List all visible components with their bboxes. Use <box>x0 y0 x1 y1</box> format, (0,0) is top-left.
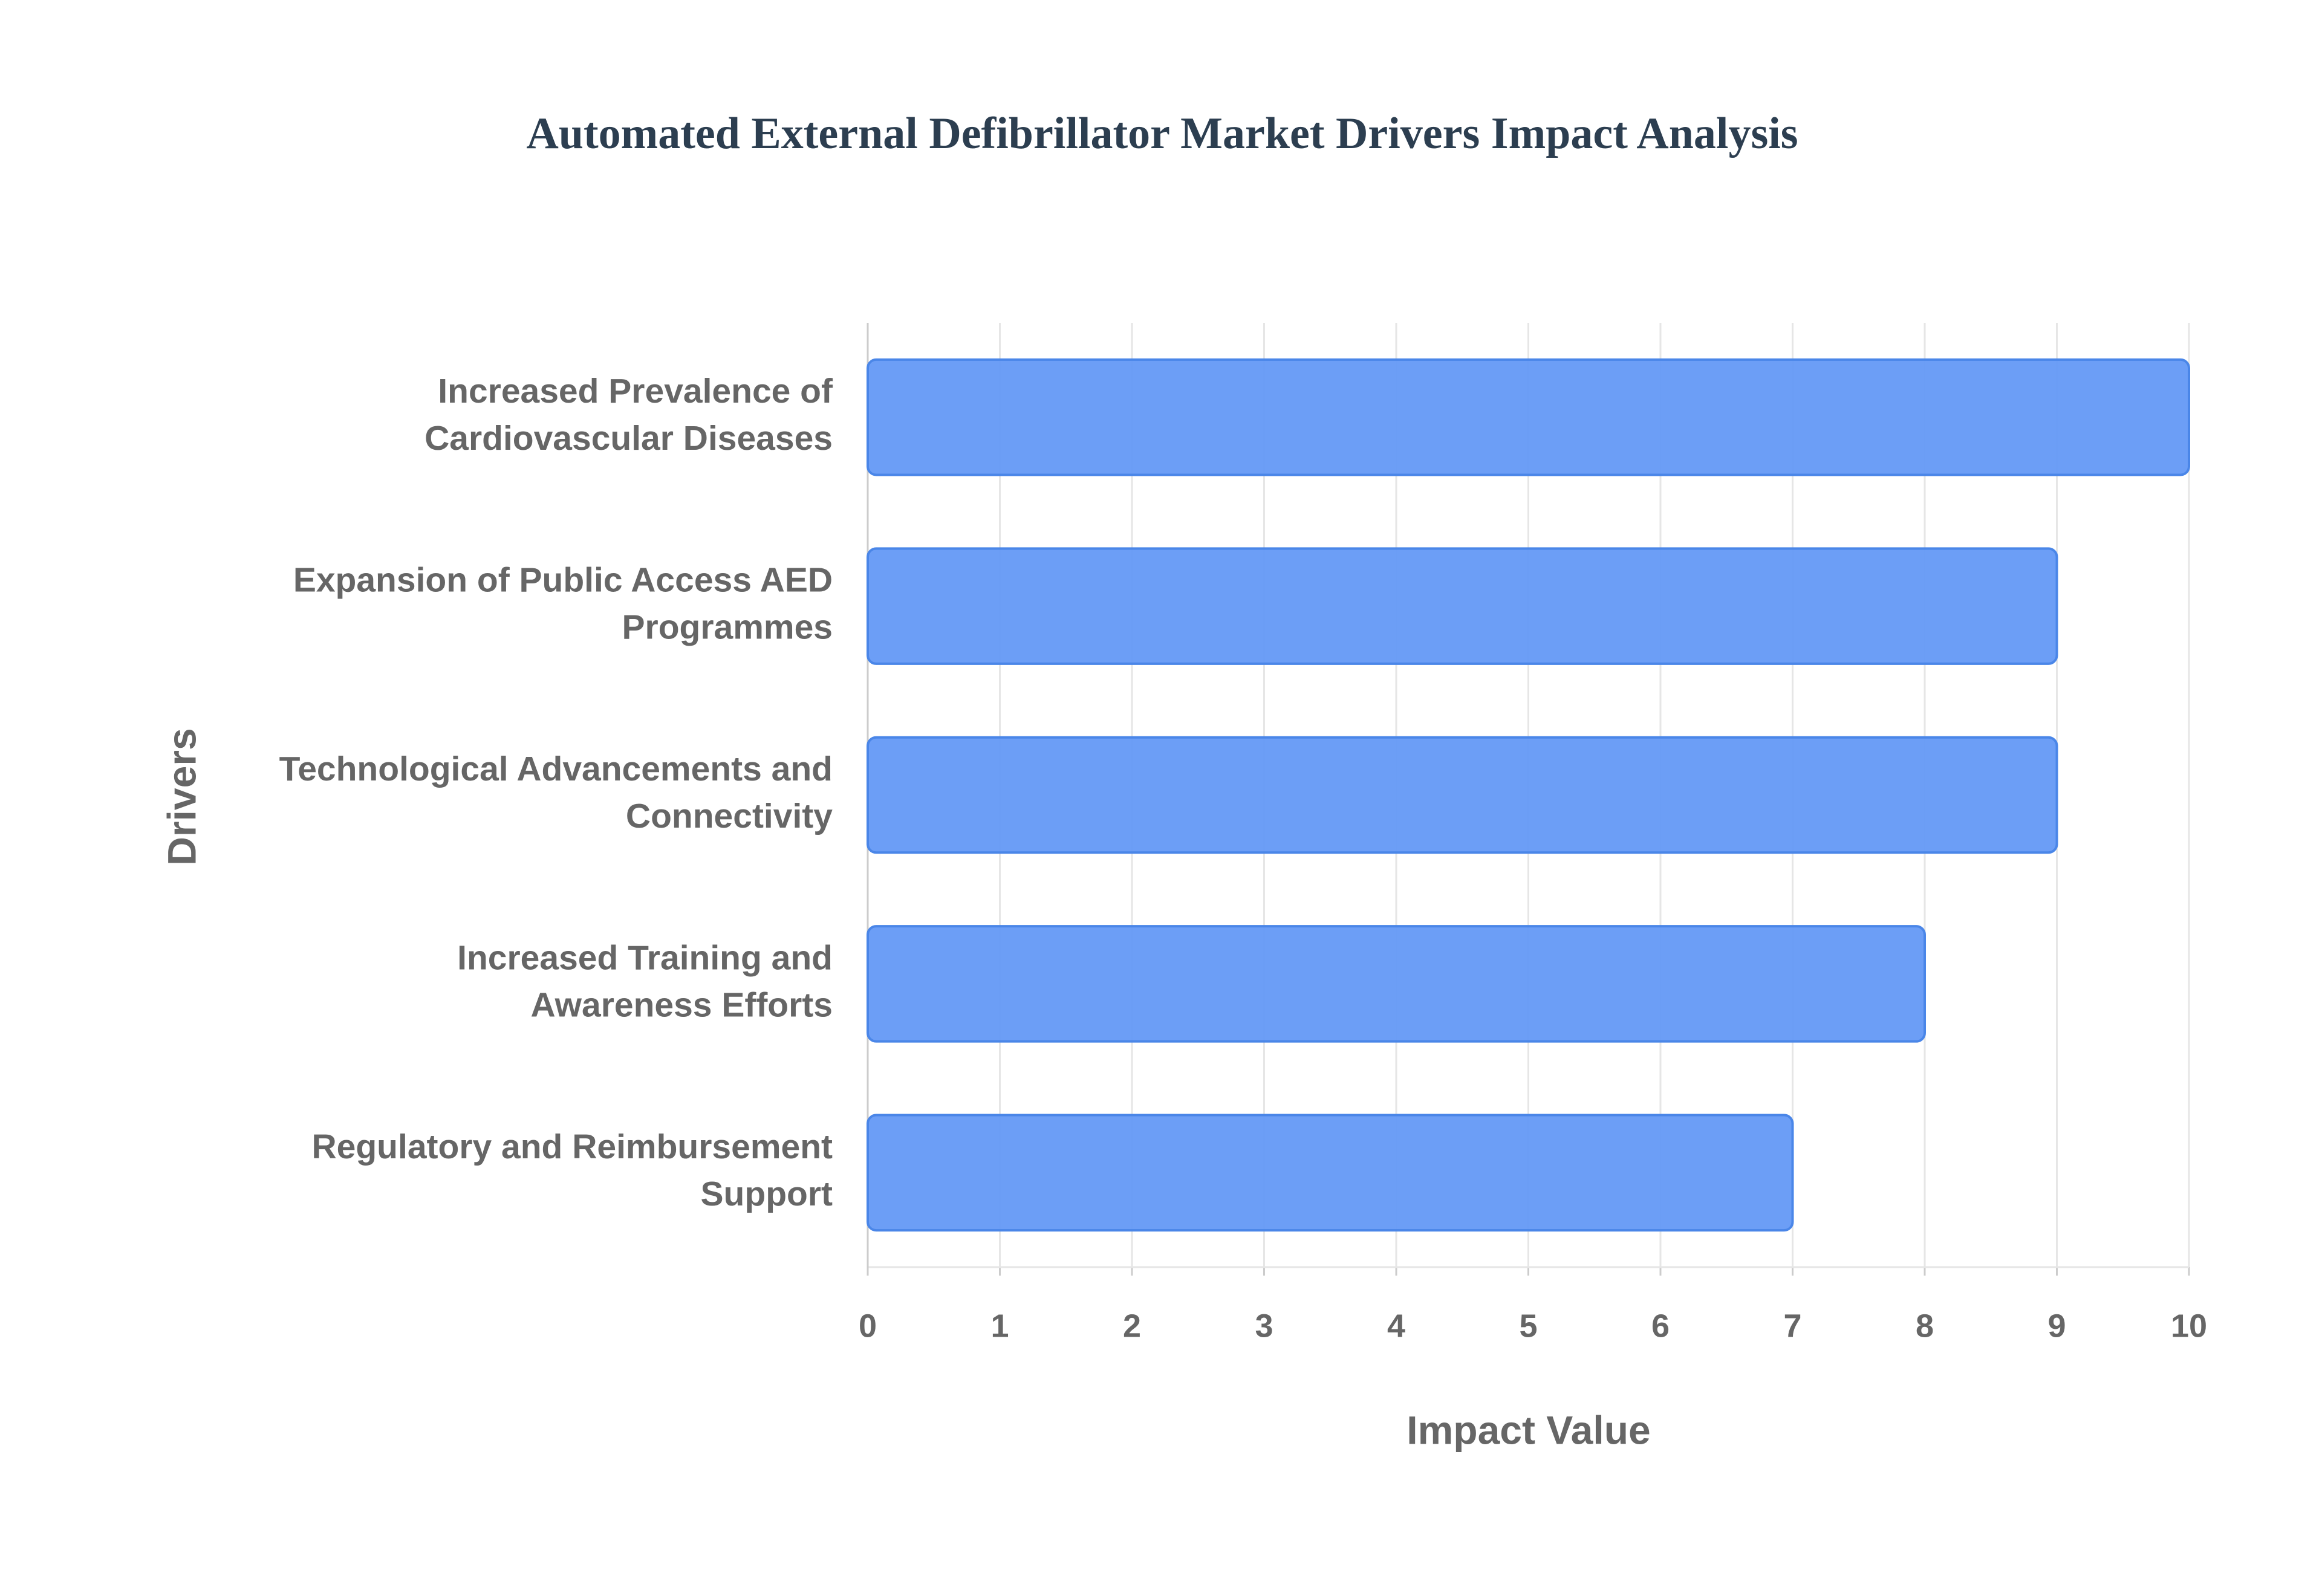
y-tick-label: Increased Prevalence of Cardiovascular D… <box>415 372 833 458</box>
bar <box>867 925 1926 1043</box>
x-tick-label: 5 <box>1519 1308 1537 1344</box>
x-tick-label: 6 <box>1651 1308 1670 1344</box>
bar <box>867 547 2058 665</box>
y-axis-title: Drivers <box>159 728 204 866</box>
x-tick-label: 8 <box>1916 1308 1934 1344</box>
x-tick-label: 7 <box>1783 1308 1801 1344</box>
y-tick-label: Increased Training and Awareness Efforts <box>457 938 833 1024</box>
x-tick-label: 2 <box>1123 1308 1141 1344</box>
x-tick-label: 1 <box>990 1308 1009 1344</box>
chart-title: Automated External Defibrillator Market … <box>526 109 1798 158</box>
x-tick-label: 0 <box>859 1308 877 1344</box>
y-tick-label: Technological Advancements and Connectiv… <box>279 750 833 835</box>
x-tick-label: 4 <box>1387 1308 1405 1344</box>
x-axis-title: Impact Value <box>1407 1407 1651 1452</box>
x-tick-label: 10 <box>2171 1308 2207 1344</box>
bar <box>867 736 2058 854</box>
y-tick-label: Expansion of Public Access AED Programme… <box>293 561 833 647</box>
bar <box>867 1114 1794 1232</box>
x-tick-label: 3 <box>1255 1308 1273 1344</box>
x-tick-label: 9 <box>2047 1308 2066 1344</box>
bar <box>867 358 2190 476</box>
y-tick-label: Regulatory and Reimbursement Support <box>311 1127 833 1213</box>
